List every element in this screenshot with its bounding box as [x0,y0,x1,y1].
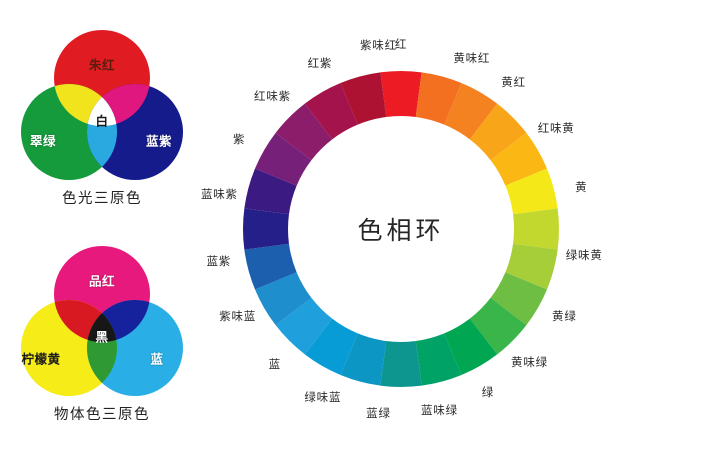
color-hue-wheel: 色相环 红黄味红 黄红 红味黄黄绿味黄 黄绿 黄味绿绿蓝味绿 蓝绿 绿味蓝蓝紫味蓝 蓝紫 蓝味紫… [186,14,616,444]
wheel-segment[interactable] [415,72,462,125]
wheel-segment[interactable] [469,103,527,161]
wheel-segment[interactable] [244,168,297,215]
wheel-segment[interactable] [380,71,422,117]
wheel-segment[interactable] [275,103,333,161]
additive-caption: 色光三原色 [62,191,142,207]
color-wheel-svg [243,71,559,388]
additive-primaries-diagram: 朱红 翠绿 蓝紫 白 色光三原色 [2,20,202,208]
wheel-segment[interactable] [340,333,387,386]
wheel-segment[interactable] [444,83,498,140]
wheel-center-label: 色相环 [357,216,445,245]
wheel-segment[interactable] [505,243,558,290]
wheel-segment[interactable] [244,243,297,290]
subtractive-primaries-diagram: 品红 柠檬黄 蓝 黑 物体色三原色 [2,236,202,424]
subtractive-caption: 物体色三原色 [54,407,150,423]
wheel-segment[interactable] [513,208,559,250]
wheel-segment[interactable] [490,132,547,186]
wheel-segment[interactable] [304,83,358,140]
wheel-segment[interactable] [275,297,333,355]
wheel-segment[interactable] [469,297,527,355]
wheel-segment[interactable] [415,333,462,386]
wheel-segment[interactable] [243,208,289,250]
wheel-segment[interactable] [255,132,312,186]
wheel-segment[interactable] [444,318,498,375]
additive-venn-svg [21,30,183,180]
wheel-segment[interactable] [490,272,547,326]
wheel-segment[interactable] [340,72,387,125]
wheel-segment[interactable] [255,272,312,326]
subtractive-venn-stage: 品红 柠檬黄 蓝 黑 [7,236,197,401]
wheel-segment[interactable] [505,168,558,215]
additive-venn-stage: 朱红 翠绿 蓝紫 白 [7,20,197,185]
subtractive-venn-svg [21,246,183,396]
wheel-segment[interactable] [380,341,422,388]
wheel-segment[interactable] [304,318,358,375]
